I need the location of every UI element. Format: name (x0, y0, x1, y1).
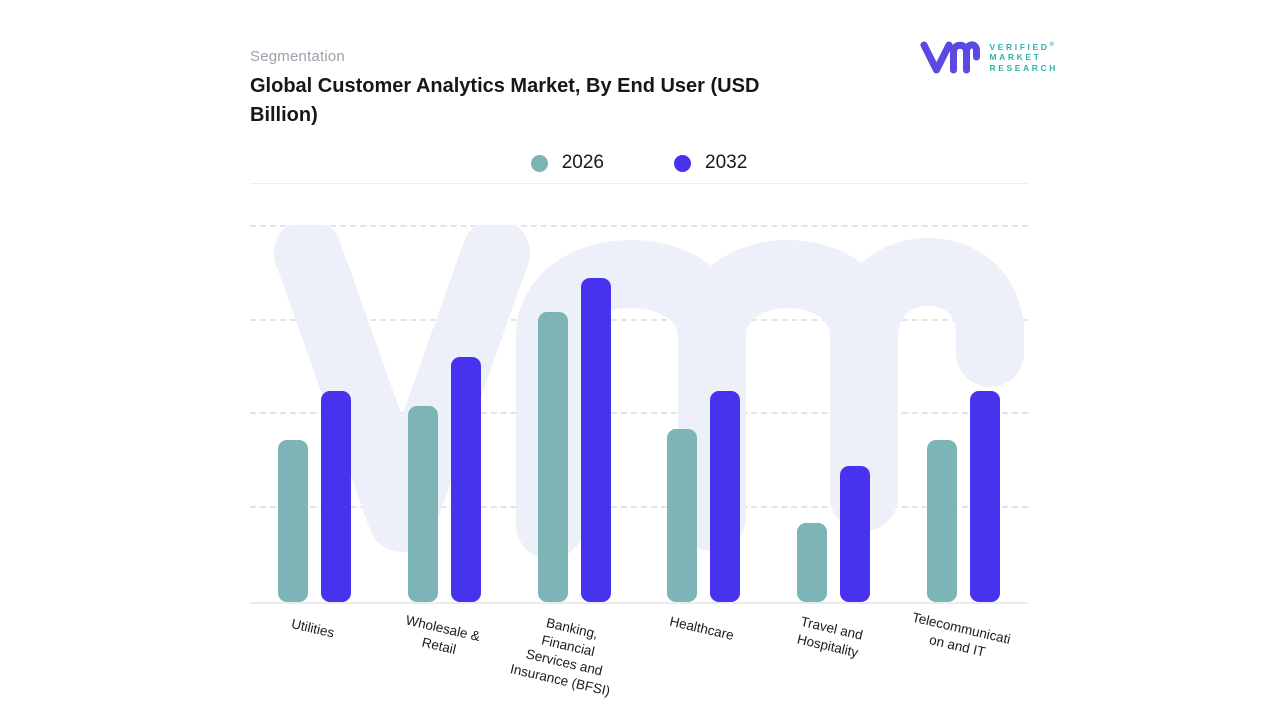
logo-line-verified: VERIFIED® (989, 41, 1054, 52)
category-label: Wholesale & Retail (403, 612, 482, 657)
registered-mark: ® (1049, 41, 1054, 48)
bar-2026-4 (797, 522, 828, 602)
category-label: Telecommunicati on and IT (910, 609, 1012, 660)
category-label-slot: Telecommunicati on and IT (898, 610, 1028, 690)
plot-area (250, 225, 1028, 604)
bar-group (250, 225, 380, 602)
logo-glyph-strokes (920, 41, 981, 74)
legend-dot-icon (674, 154, 691, 172)
chart-header: Segmentation Global Customer Analytics M… (250, 48, 810, 130)
bar-2026-1 (408, 405, 438, 602)
bar-group (639, 225, 769, 602)
logo-line-market: MARKET (989, 52, 1042, 63)
category-label-slot: Travel and Hospitality (769, 610, 899, 690)
bar-group (898, 225, 1028, 602)
category-label: Travel and Hospitality (795, 613, 865, 660)
category-label: Healthcare (668, 613, 736, 643)
bar-2026-0 (278, 439, 309, 602)
gridline (250, 411, 1028, 414)
category-label-slot: Banking, Financial Services and Insuranc… (509, 610, 639, 698)
bar-2026-2 (537, 311, 568, 602)
legend-label: 2026 (561, 152, 604, 173)
legend-item-2026: 2026 (530, 152, 604, 174)
bar-2032-2 (580, 277, 611, 602)
bar-2026-3 (667, 428, 698, 602)
logo-line-research: RESEARCH (989, 63, 1058, 74)
vmr-logo: VERIFIED® MARKET RESEARCH (920, 36, 1058, 78)
chart-title: Global Customer Analytics Market, By End… (250, 75, 760, 126)
bar-groups (250, 225, 1028, 602)
bar-2032-3 (710, 390, 741, 602)
category-label-slot: Utilities (250, 610, 380, 690)
bar-group (380, 225, 510, 602)
gridline (250, 319, 1028, 322)
category-labels: Utilities Wholesale & Retail Banking, Fina… (250, 610, 1028, 699)
chart-legend: 2026 2032 (250, 146, 1028, 180)
legend-dot-icon (530, 154, 548, 172)
bar-2032-1 (451, 356, 481, 602)
gridline (250, 505, 1028, 508)
bar-2032-4 (840, 466, 871, 602)
eyebrow-segmentation: Segmentation (250, 48, 345, 65)
logo-wordmark: VERIFIED® MARKET RESEARCH (989, 40, 1058, 75)
category-label-slot: Wholesale & Retail (380, 610, 510, 690)
bar-group (509, 225, 639, 602)
bar-2032-0 (321, 390, 352, 602)
category-label: Utilities (290, 616, 336, 641)
category-label: Banking, Financial Services and Insuranc… (509, 615, 612, 699)
vmr-logo-glyph (920, 41, 981, 74)
gridline (250, 225, 1028, 227)
legend-label: 2032 (705, 152, 748, 173)
bar-group (769, 225, 899, 602)
bar-2032-5 (969, 390, 1000, 602)
bar-2026-5 (926, 439, 957, 602)
category-label-slot: Healthcare (639, 610, 769, 690)
legend-item-2032: 2032 (674, 152, 747, 174)
legend-divider (250, 183, 1028, 184)
